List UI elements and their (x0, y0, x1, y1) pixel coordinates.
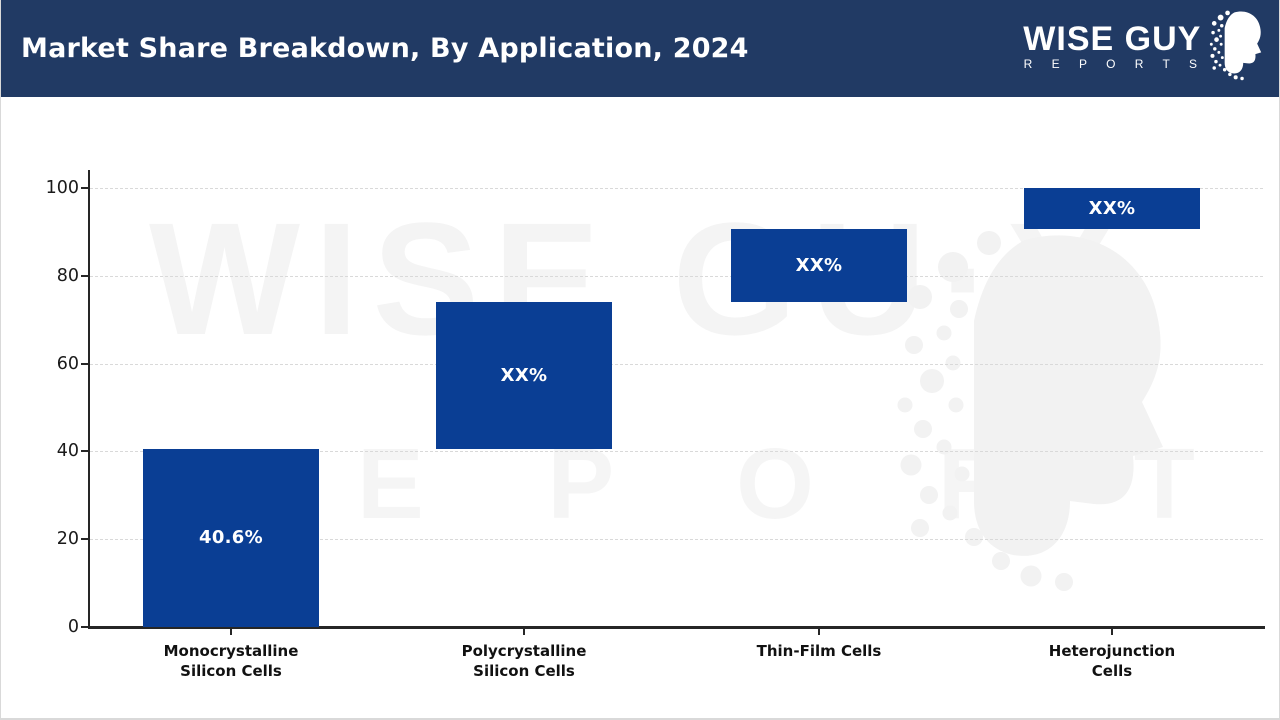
y-tick-mark (81, 274, 89, 277)
category-label-line: Heterojunction (1048, 642, 1176, 660)
y-tick-mark (81, 450, 89, 453)
x-tick-mark (523, 628, 525, 635)
bar: XX% (436, 301, 612, 449)
category-label: Thin-Film Cells (689, 641, 949, 661)
grid-line (90, 451, 1263, 453)
y-tick-label: 100 (45, 178, 79, 198)
header: Market Share Breakdown, By Application, … (1, 0, 1279, 97)
bar: 40.6% (143, 448, 319, 627)
wiseguy-logo: WISE GUY R E P O R T S (1020, 8, 1267, 84)
watermark-face-icon (897, 231, 1163, 591)
y-tick-mark (81, 626, 89, 628)
logo-wordmark: WISE GUY (1023, 20, 1202, 58)
page-title: Market Share Breakdown, By Application, … (21, 33, 749, 64)
x-tick-mark (1111, 628, 1113, 635)
y-tick-mark (81, 187, 89, 189)
y-tick-label: 40 (56, 441, 79, 462)
category-label: Monocrystalline Silicon Cells (101, 641, 361, 681)
y-tick-label: 60 (56, 353, 79, 374)
bar-value-label: 40.6% (199, 527, 263, 549)
y-tick-label: 20 (56, 529, 79, 550)
bar-value-label: XX% (500, 364, 548, 386)
category-label-line: Silicon Cells (180, 662, 282, 680)
y-axis-line (87, 170, 90, 627)
y-tick-label: 0 (67, 617, 79, 637)
logo-subtitle: R E P O R T S (1023, 57, 1205, 71)
bar-value-label: XX% (1088, 198, 1136, 220)
x-axis-line (87, 626, 1265, 629)
grid-line (90, 363, 1263, 365)
category-label: Polycrystalline Silicon Cells (394, 641, 654, 681)
category-label-line: Silicon Cells (473, 662, 575, 680)
wiseguy-face-icon (1209, 10, 1262, 81)
category-label-line: Thin-Film Cells (756, 642, 882, 660)
category-label-line: Cells (1091, 662, 1133, 680)
y-tick-mark (81, 538, 89, 541)
bottom-border (1, 718, 1279, 720)
x-tick-mark (818, 628, 820, 635)
bar-value-label: XX% (795, 254, 843, 276)
x-tick-mark (230, 628, 232, 635)
watermark: WISE GU·Y R E P O R T S (1, 97, 1279, 718)
grid-line (90, 275, 1263, 277)
y-tick-label: 80 (56, 265, 79, 286)
bar: XX% (731, 229, 907, 302)
bar: XX% (1024, 188, 1200, 230)
category-label-line: Monocrystalline (163, 642, 299, 660)
grid-line (90, 188, 1263, 189)
grid-line (90, 539, 1263, 541)
logo-text: WISE GUY R E P O R T S (1020, 21, 1205, 71)
y-tick-mark (81, 362, 89, 365)
category-label-line: Polycrystalline (461, 642, 587, 660)
chart-area: WISE GU·Y R E P O R T S 0 20 40 60 80 100 40.6… (1, 97, 1279, 718)
category-label: Heterojunction Cells (982, 641, 1242, 681)
